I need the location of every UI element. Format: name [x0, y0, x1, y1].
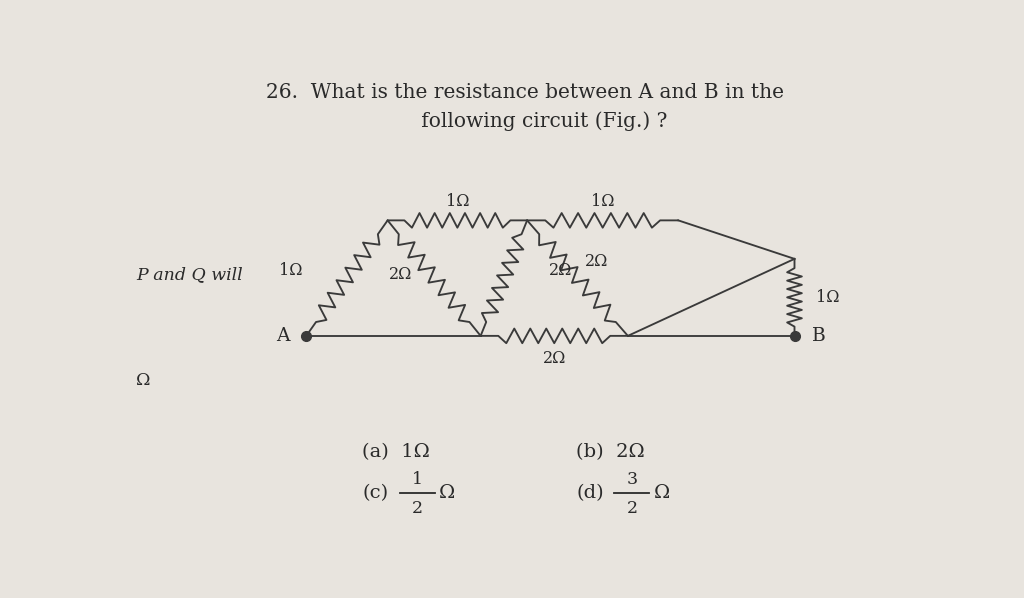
Text: Ω: Ω [136, 372, 151, 389]
Text: 3: 3 [627, 471, 638, 488]
Text: 2Ω: 2Ω [543, 350, 566, 367]
Text: (a)  1Ω: (a) 1Ω [362, 443, 430, 460]
Text: 2Ω: 2Ω [389, 266, 413, 283]
Text: following circuit (Fig.) ?: following circuit (Fig.) ? [383, 111, 667, 130]
Text: 1Ω: 1Ω [279, 262, 302, 279]
Text: P and Q will: P and Q will [136, 266, 243, 283]
Text: 2: 2 [412, 500, 423, 517]
Text: A: A [275, 327, 289, 345]
Text: (c): (c) [362, 484, 388, 502]
Text: (d): (d) [577, 484, 604, 502]
Text: 26.  What is the resistance between A and B in the: 26. What is the resistance between A and… [266, 83, 783, 102]
Text: 2: 2 [627, 500, 638, 517]
Text: 2Ω: 2Ω [549, 262, 572, 279]
Text: Ω: Ω [653, 484, 670, 502]
Text: 1Ω: 1Ω [591, 193, 614, 210]
Text: 2Ω: 2Ω [586, 253, 608, 270]
Text: 1Ω: 1Ω [816, 289, 840, 306]
Text: 1Ω: 1Ω [445, 193, 469, 210]
Text: (b)  2Ω: (b) 2Ω [577, 443, 645, 460]
Text: B: B [812, 327, 825, 345]
Text: 1: 1 [413, 471, 423, 488]
Text: Ω: Ω [439, 484, 456, 502]
